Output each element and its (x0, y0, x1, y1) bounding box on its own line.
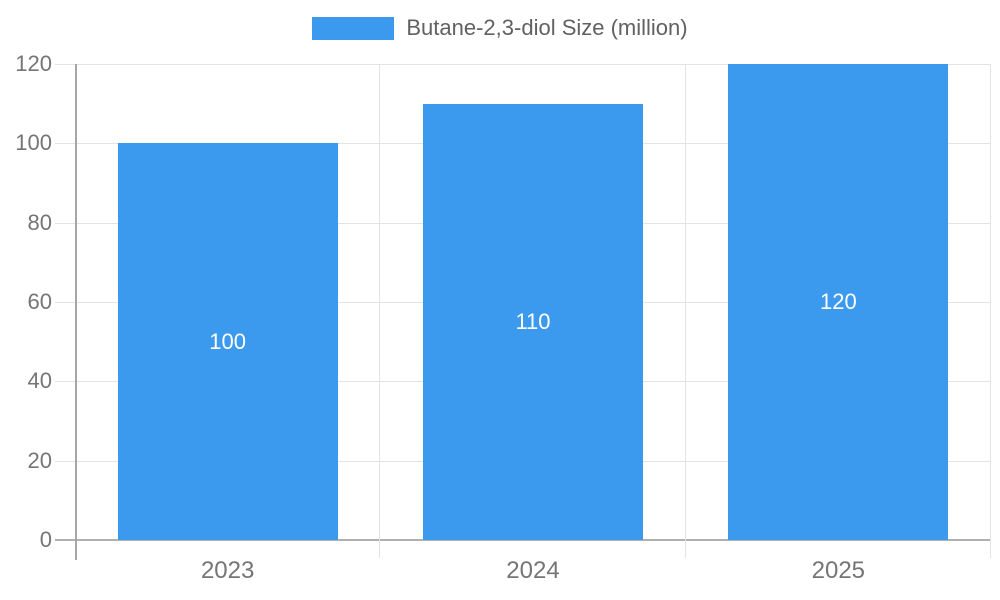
y-axis-label: 0 (39, 527, 52, 552)
y-axis-label: 20 (27, 447, 52, 473)
bar-value-label: 100 (209, 328, 247, 354)
bar-value-label: 120 (819, 289, 857, 314)
y-axis-label: 80 (27, 209, 52, 235)
gridline-horizontal (55, 64, 991, 65)
y-axis-label: 120 (15, 51, 52, 76)
legend-swatch (312, 16, 395, 40)
plot-area: 100 110 120 (55, 64, 991, 560)
gridline-vertical (684, 64, 686, 558)
bar-value-label: 110 (515, 308, 551, 334)
bar-2024[interactable]: 110 (423, 103, 643, 540)
gridline-vertical (990, 64, 991, 558)
y-axis-label: 60 (27, 289, 52, 314)
x-axis-label: 2023 (200, 557, 255, 584)
bar-2023[interactable]: 100 (117, 143, 338, 540)
legend-label: Butane-2,3-diol Size (million) (406, 15, 688, 40)
y-axis-label: 100 (15, 130, 52, 156)
x-axis-label: 2024 (506, 557, 560, 584)
x-axis-baseline (55, 539, 991, 541)
y-axis-label: 40 (27, 368, 52, 394)
bar-2025[interactable]: 120 (728, 64, 949, 540)
y-axis-line (75, 64, 77, 560)
legend[interactable]: Butane-2,3-diol Size (million) (0, 15, 1000, 41)
x-axis-label: 2025 (811, 557, 866, 584)
gridline-vertical (379, 64, 381, 558)
